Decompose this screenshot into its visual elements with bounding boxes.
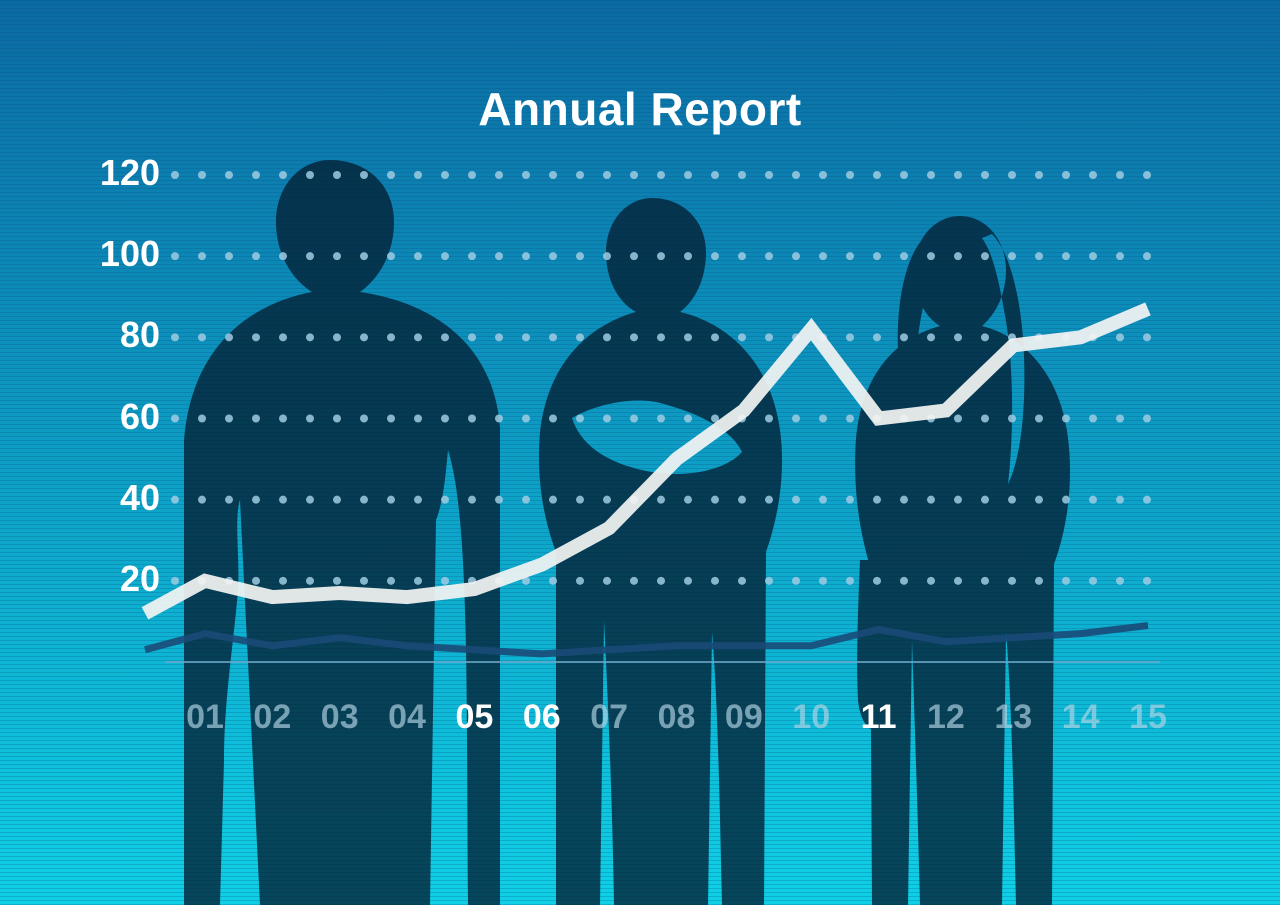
x-tick-label: 15 [1129,698,1167,737]
x-tick-label: 05 [456,698,494,737]
x-tick-label: 08 [658,698,696,737]
x-tick-label: 14 [1062,698,1100,737]
x-tick-label: 04 [388,698,426,737]
x-tick-label: 01 [186,698,224,737]
x-tick-label: 12 [927,698,965,737]
x-axis-labels: 01 02 03 04 05 06 07 08 09 10 11 12 13 14 15 [0,0,1280,905]
x-tick-label: 11 [861,698,897,737]
x-tick-label: 10 [792,698,830,737]
x-tick-label: 09 [725,698,763,737]
x-tick-label: 03 [321,698,359,737]
x-tick-label: 02 [253,698,291,737]
x-tick-label: 06 [523,698,561,737]
x-tick-label: 13 [994,698,1032,737]
x-tick-label: 07 [590,698,628,737]
annual-report-chart: Annual Report 20406080100120 01020304050… [0,0,1280,905]
